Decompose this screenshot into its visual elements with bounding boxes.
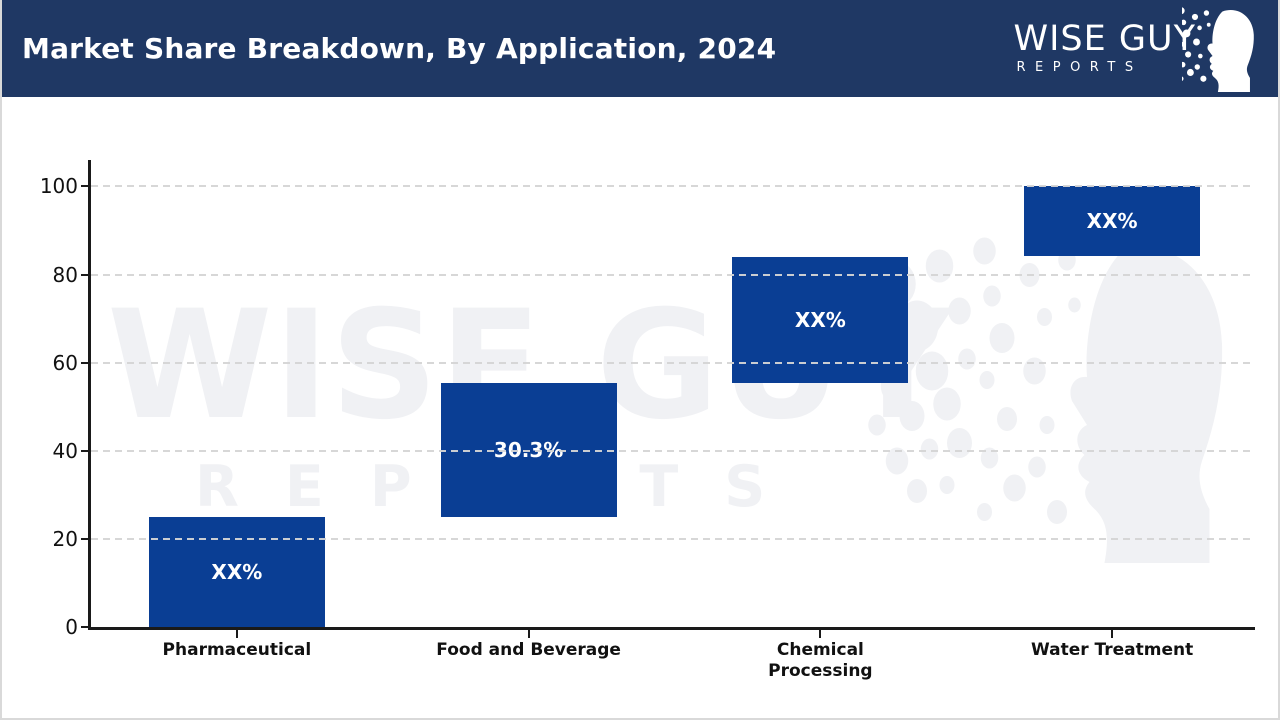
x-tick-mark-2	[527, 630, 530, 638]
y-axis-ticks	[81, 160, 89, 628]
header-bar: Market Share Breakdown, By Application, …	[2, 0, 1278, 97]
y-tick-label-40: 40	[52, 438, 78, 463]
x-category-label-2: Food and Beverage	[436, 640, 621, 660]
y-axis-labels: 0 20 40 60 80 100	[2, 160, 78, 639]
x-tick-mark-1	[235, 630, 238, 638]
y-tick-label-20: 20	[52, 526, 78, 551]
gridline-20	[91, 537, 1255, 540]
x-tick-mark-4	[1111, 630, 1114, 638]
page-title: Market Share Breakdown, By Application, …	[22, 32, 777, 65]
y-tick-label-80: 80	[52, 262, 78, 287]
y-tick-label-60: 60	[52, 350, 78, 375]
y-tick-label-0: 0	[65, 615, 78, 639]
logo-head-icon	[1182, 6, 1254, 92]
brand-name: WISE GUY	[1013, 19, 1196, 59]
x-tick-mark-3	[819, 630, 822, 638]
gridline-60	[91, 361, 1255, 364]
gridline-80	[91, 273, 1255, 276]
y-tick-mark-20	[81, 537, 89, 540]
y-tick-mark-80	[81, 273, 89, 276]
bar-water-treatment: XX%	[1024, 186, 1201, 257]
brand-logo: WISE GUY REPORTS	[1013, 6, 1266, 92]
brand-wordmark: WISE GUY REPORTS	[1013, 19, 1196, 76]
y-tick-mark-100	[81, 185, 89, 188]
plot-area: XX% 30.3% XX% XX%	[88, 160, 1255, 630]
gridline-100	[91, 185, 1255, 188]
x-category-label-3: Chemical Processing	[768, 640, 873, 682]
brand-subname: REPORTS	[1016, 60, 1143, 75]
x-category-label-4: Water Treatment	[1030, 640, 1194, 660]
bar-value-label: XX%	[794, 307, 846, 332]
x-axis-ticks	[2, 630, 1278, 638]
y-tick-mark-40	[81, 449, 89, 452]
y-tick-mark-60	[81, 361, 89, 364]
bar-value-label: XX%	[1086, 209, 1138, 234]
bar-value-label: XX%	[211, 559, 263, 584]
y-tick-mark-0	[81, 626, 89, 628]
x-category-label-1: Pharmaceutical	[162, 640, 312, 660]
y-tick-label-100: 100	[39, 174, 78, 199]
gridline-40	[91, 449, 1255, 452]
bar-pharmaceutical: XX%	[148, 516, 325, 627]
